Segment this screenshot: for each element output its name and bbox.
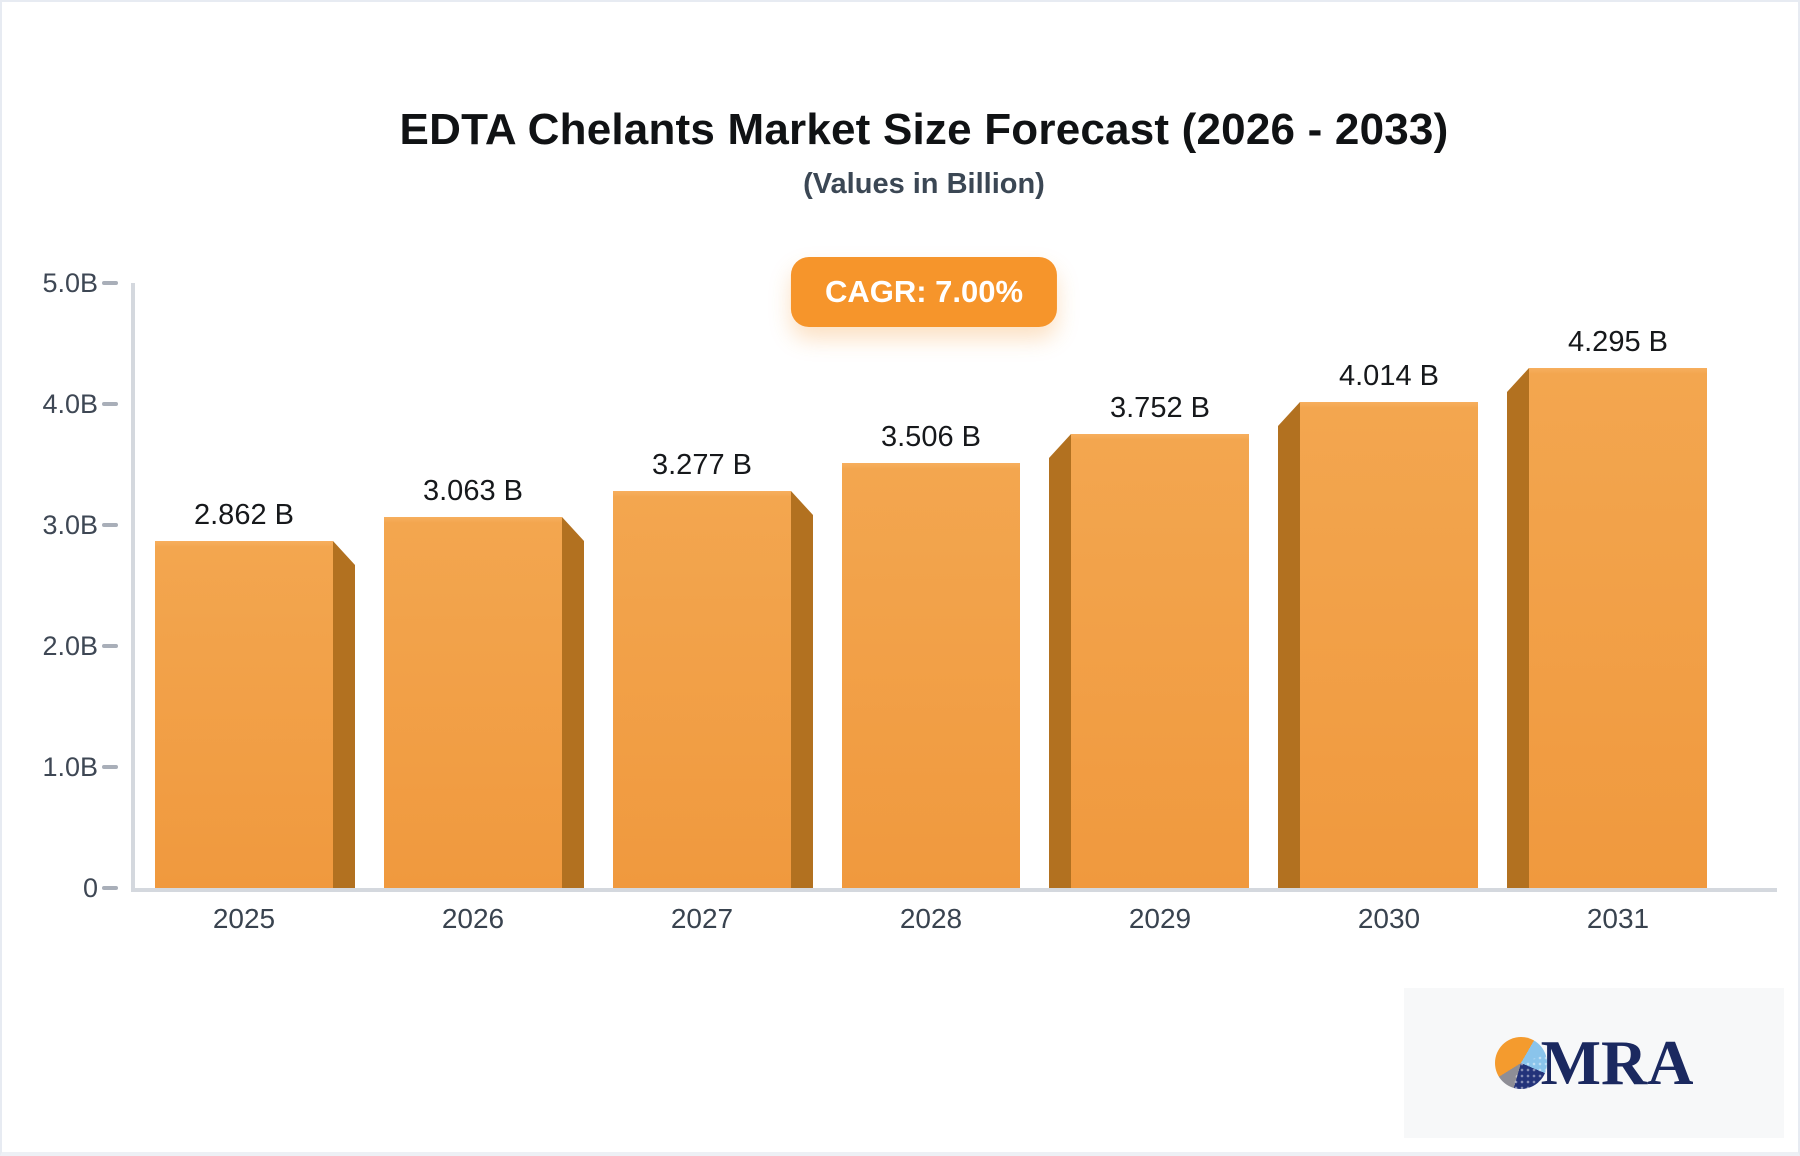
brand-logo-text: MRA bbox=[1540, 1027, 1694, 1098]
y-tick-mark bbox=[102, 522, 118, 527]
bar-top-bevel bbox=[333, 541, 355, 565]
y-tick-label: 2.0B bbox=[42, 630, 98, 661]
bar-top-bevel bbox=[562, 517, 584, 541]
bar-2029 bbox=[1071, 434, 1249, 888]
bar-top-bevel bbox=[1049, 434, 1071, 458]
bar-value-label: 3.506 B bbox=[881, 421, 981, 453]
bar-value-label: 3.752 B bbox=[1110, 392, 1210, 424]
x-axis-label: 2029 bbox=[1128, 903, 1192, 934]
pie-chart-logo-icon bbox=[1494, 1037, 1547, 1089]
bar-2030 bbox=[1300, 402, 1478, 888]
bar-value-label: 3.277 B bbox=[652, 449, 752, 481]
x-axis-label: 2031 bbox=[1586, 903, 1650, 934]
chart-subtitle: (Values in Billion) bbox=[803, 168, 1045, 200]
y-tick-label: 5.0B bbox=[42, 267, 98, 298]
bar-top-bevel bbox=[1507, 368, 1529, 392]
bar-value-label: 4.014 B bbox=[1339, 360, 1439, 392]
y-tick-label: 0 bbox=[82, 873, 98, 903]
cagr-badge: CAGR: 7.00% bbox=[790, 257, 1058, 327]
bar-side-face bbox=[1049, 458, 1071, 888]
bar-side-face bbox=[1507, 392, 1529, 888]
bar-2027 bbox=[613, 491, 791, 888]
y-tick-label: 4.0B bbox=[42, 388, 98, 419]
bar-side-face bbox=[333, 565, 355, 888]
bar-2028 bbox=[842, 463, 1020, 888]
x-axis-label: 2026 bbox=[441, 903, 505, 934]
x-axis-label: 2027 bbox=[670, 903, 734, 934]
x-axis-label: 2025 bbox=[212, 903, 276, 934]
y-tick-label: 3.0B bbox=[42, 509, 98, 540]
bar-2031 bbox=[1529, 368, 1707, 888]
bar-2026 bbox=[384, 517, 562, 888]
y-tick-mark bbox=[102, 764, 118, 769]
bar-side-face bbox=[562, 541, 584, 888]
x-axis-label: 2030 bbox=[1357, 903, 1421, 934]
bar-top-bevel bbox=[1278, 402, 1300, 426]
y-tick-mark bbox=[102, 643, 118, 648]
x-axis-line bbox=[131, 888, 1777, 892]
bar-side-face bbox=[1278, 426, 1300, 888]
brand-logo: MRA bbox=[1404, 988, 1784, 1138]
y-axis-line bbox=[131, 282, 135, 892]
bar-top-bevel bbox=[791, 491, 813, 515]
y-tick-mark bbox=[102, 886, 118, 890]
y-tick-mark bbox=[102, 401, 118, 406]
bar-value-label: 3.063 B bbox=[423, 475, 523, 507]
bar-value-label: 4.295 B bbox=[1568, 326, 1668, 358]
bar-value-label: 2.862 B bbox=[194, 499, 294, 531]
chart-title: EDTA Chelants Market Size Forecast (2026… bbox=[399, 105, 1449, 154]
x-axis-label: 2028 bbox=[899, 903, 963, 934]
y-tick-mark bbox=[102, 280, 118, 285]
bar-2025 bbox=[155, 541, 333, 888]
bar-side-face bbox=[791, 515, 813, 888]
y-tick-label: 1.0B bbox=[42, 751, 98, 782]
